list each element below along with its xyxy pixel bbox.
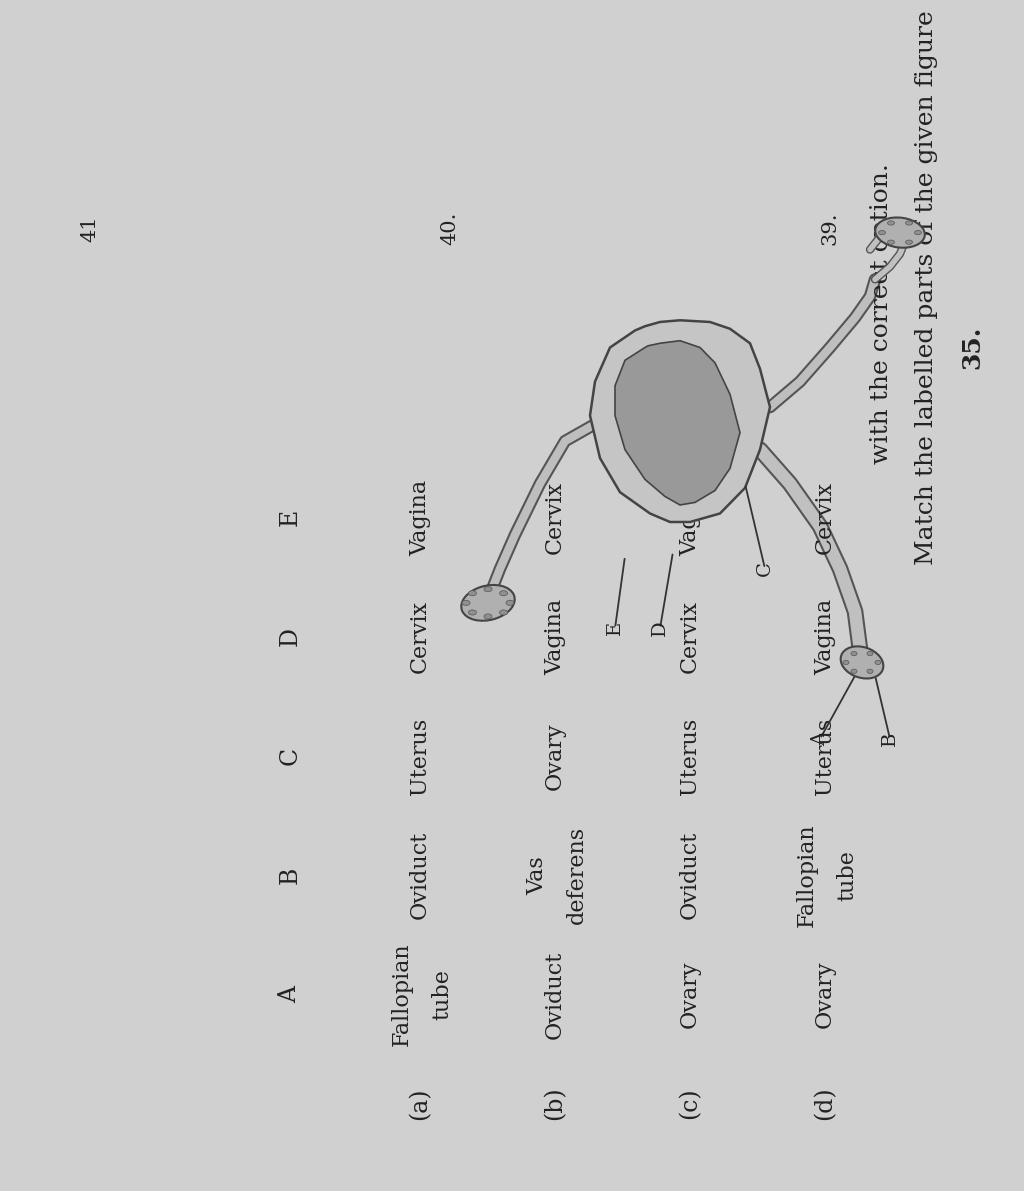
Text: Ovary: Ovary <box>679 961 701 1028</box>
Text: 39.: 39. <box>820 212 840 245</box>
Polygon shape <box>615 341 740 505</box>
Text: Fallopian: Fallopian <box>796 823 818 927</box>
Ellipse shape <box>841 647 884 679</box>
Ellipse shape <box>468 591 476 596</box>
Text: (c): (c) <box>679 1087 701 1120</box>
Ellipse shape <box>461 585 515 621</box>
Ellipse shape <box>843 660 849 665</box>
Ellipse shape <box>867 651 873 656</box>
Text: Ovary: Ovary <box>814 961 836 1028</box>
Text: deferens: deferens <box>566 827 588 924</box>
Text: (a): (a) <box>409 1087 431 1120</box>
Ellipse shape <box>914 231 922 235</box>
Text: Cervix: Cervix <box>544 481 566 554</box>
Text: Match the labelled parts of the given figure: Match the labelled parts of the given fi… <box>915 11 938 566</box>
Text: tube: tube <box>836 850 858 900</box>
Text: A: A <box>279 986 301 1003</box>
Text: Uterus: Uterus <box>409 717 431 794</box>
Ellipse shape <box>506 600 514 605</box>
Ellipse shape <box>851 651 857 656</box>
Ellipse shape <box>867 669 873 673</box>
Ellipse shape <box>500 610 508 615</box>
Text: tube: tube <box>431 969 453 1019</box>
Text: Uterus: Uterus <box>679 717 701 794</box>
Text: Vas: Vas <box>526 856 548 894</box>
Text: Oviduct: Oviduct <box>544 950 566 1039</box>
Text: Vagina: Vagina <box>814 599 836 675</box>
Text: Cervix: Cervix <box>679 600 701 673</box>
Text: Cervix: Cervix <box>814 481 836 554</box>
Ellipse shape <box>468 610 476 615</box>
Text: B: B <box>279 867 301 884</box>
Text: Cervix: Cervix <box>409 600 431 673</box>
Text: D: D <box>651 621 669 636</box>
Ellipse shape <box>484 587 492 592</box>
Text: Vagina: Vagina <box>544 599 566 675</box>
Text: C: C <box>279 747 301 765</box>
Polygon shape <box>590 320 770 522</box>
Text: A: A <box>811 732 829 746</box>
Text: E: E <box>606 622 624 636</box>
Ellipse shape <box>905 220 912 225</box>
Text: Vagina: Vagina <box>409 480 431 556</box>
Text: Ovary: Ovary <box>544 722 566 790</box>
Text: Uterus: Uterus <box>814 717 836 794</box>
Text: Oviduct: Oviduct <box>679 831 701 919</box>
Text: with the correct option.: with the correct option. <box>870 163 893 464</box>
Text: Fallopian: Fallopian <box>391 942 413 1046</box>
Ellipse shape <box>500 591 508 596</box>
Text: (b): (b) <box>544 1086 566 1121</box>
Ellipse shape <box>876 218 925 248</box>
Ellipse shape <box>462 600 470 605</box>
Text: D: D <box>279 628 301 647</box>
Text: 35.: 35. <box>961 326 984 369</box>
Ellipse shape <box>879 231 886 235</box>
Ellipse shape <box>905 241 912 244</box>
Text: (d): (d) <box>813 1086 837 1121</box>
Text: 40.: 40. <box>440 212 460 245</box>
Ellipse shape <box>484 613 492 619</box>
Ellipse shape <box>851 669 857 673</box>
Text: B: B <box>881 731 899 747</box>
Text: E: E <box>279 509 301 526</box>
Ellipse shape <box>888 241 895 244</box>
Text: 41: 41 <box>81 216 99 242</box>
Text: Vagina: Vagina <box>679 480 701 556</box>
Ellipse shape <box>888 220 895 225</box>
Text: C: C <box>756 561 774 576</box>
Ellipse shape <box>874 660 881 665</box>
Text: Oviduct: Oviduct <box>409 831 431 919</box>
